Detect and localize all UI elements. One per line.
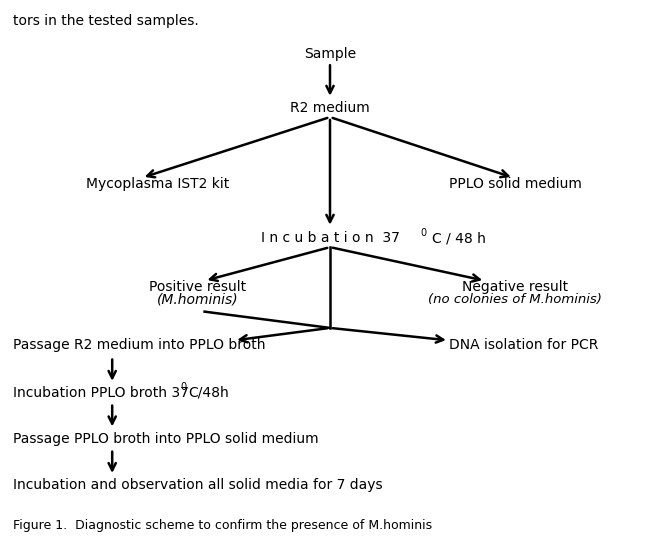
Text: C/48h: C/48h <box>188 386 229 400</box>
Text: DNA isolation for PCR: DNA isolation for PCR <box>449 338 598 352</box>
Text: Sample: Sample <box>304 47 356 61</box>
Text: tors in the tested samples.: tors in the tested samples. <box>13 14 199 28</box>
Text: Passage PPLO broth into PPLO solid medium: Passage PPLO broth into PPLO solid mediu… <box>13 432 319 446</box>
Text: (M.hominis): (M.hominis) <box>157 292 239 306</box>
Text: Mycoplasma IST2 kit: Mycoplasma IST2 kit <box>86 177 229 191</box>
Text: I n c u b a t i o n  37: I n c u b a t i o n 37 <box>261 231 399 246</box>
Text: Negative result: Negative result <box>462 280 568 294</box>
Text: PPLO solid medium: PPLO solid medium <box>449 177 581 191</box>
Text: R2 medium: R2 medium <box>290 101 370 115</box>
Text: Incubation PPLO broth 37: Incubation PPLO broth 37 <box>13 386 189 400</box>
Text: Positive result: Positive result <box>149 280 247 294</box>
Text: Figure 1.  Diagnostic scheme to confirm the presence of M.hominis: Figure 1. Diagnostic scheme to confirm t… <box>13 519 432 532</box>
Text: C / 48 h: C / 48 h <box>432 231 486 246</box>
Text: Passage R2 medium into PPLO broth: Passage R2 medium into PPLO broth <box>13 338 266 352</box>
Text: (no colonies of M.hominis): (no colonies of M.hominis) <box>428 293 602 306</box>
Text: 0: 0 <box>420 228 426 237</box>
Text: 0: 0 <box>181 382 187 392</box>
Text: Incubation and observation all solid media for 7 days: Incubation and observation all solid med… <box>13 478 383 492</box>
